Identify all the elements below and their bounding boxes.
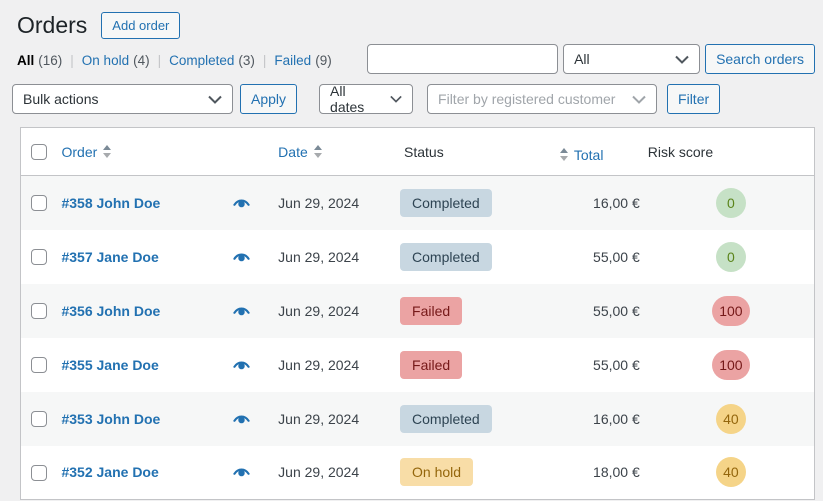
preview-eye-icon[interactable]: [233, 305, 250, 317]
status-filter-completed-count: (3): [238, 53, 255, 68]
order-link[interactable]: #353 John Doe: [61, 410, 161, 427]
order-link[interactable]: #357 Jane Doe: [61, 248, 159, 265]
order-total: 16,00 €: [593, 194, 640, 211]
search-area: All Search orders: [367, 44, 815, 74]
row-checkbox[interactable]: [31, 411, 47, 428]
status-filter-completed[interactable]: Completed (3): [150, 53, 255, 68]
sort-by-order[interactable]: Order: [61, 143, 112, 160]
sort-arrows-icon: [313, 145, 322, 158]
order-date: Jun 29, 2024: [278, 410, 360, 427]
table-row: #355 Jane Doe Jun 29, 2024 Failed 55,00 …: [21, 338, 815, 392]
chevron-down-icon: [390, 95, 402, 103]
orders-table-container: Order Date Status: [20, 127, 815, 500]
status-filter-on-hold-count: (4): [133, 53, 150, 68]
order-date: Jun 29, 2024: [278, 194, 360, 211]
table-row: #358 John Doe Jun 29, 2024 Completed 16,…: [20, 175, 815, 230]
row-checkbox[interactable]: [31, 303, 47, 320]
preview-eye-icon[interactable]: [233, 466, 250, 478]
order-total: 55,00 €: [593, 248, 640, 265]
search-orders-button[interactable]: Search orders: [705, 44, 815, 74]
order-link[interactable]: #355 Jane Doe: [61, 356, 159, 373]
page-header: Orders Add order: [12, 10, 815, 40]
search-input[interactable]: [367, 44, 559, 74]
order-link[interactable]: #358 John Doe: [61, 194, 161, 211]
preview-eye-icon[interactable]: [233, 359, 250, 371]
sort-by-total[interactable]: Total: [559, 146, 604, 163]
customer-filter-placeholder: Filter by registered customer: [438, 91, 616, 107]
order-total: 16,00 €: [593, 410, 640, 427]
bulk-actions-value: Bulk actions: [23, 91, 99, 107]
apply-button[interactable]: Apply: [240, 84, 298, 114]
risk-score-badge: 100: [712, 349, 750, 380]
preview-eye-icon[interactable]: [233, 251, 250, 263]
status-filter-all-count: (16): [38, 53, 63, 68]
risk-score-badge: 100: [712, 295, 750, 326]
chevron-down-icon: [632, 95, 646, 104]
risk-score-badge: 0: [715, 187, 746, 218]
table-row: #352 Jane Doe Jun 29, 2024 On hold 18,00…: [21, 446, 815, 500]
status-filter-failed-link[interactable]: Failed: [274, 53, 312, 68]
row-checkbox[interactable]: [31, 357, 47, 374]
dates-filter-select[interactable]: All dates: [319, 83, 414, 115]
status-badge: Completed: [400, 242, 492, 271]
search-scope-select[interactable]: All: [563, 44, 701, 74]
order-date: Jun 29, 2024: [278, 464, 360, 481]
order-link[interactable]: #356 John Doe: [61, 302, 161, 319]
status-badge: Completed: [400, 188, 492, 217]
risk-score-badge: 0: [715, 241, 746, 272]
risk-score-badge: 40: [715, 403, 746, 434]
search-scope-value: All: [574, 51, 590, 67]
order-total: 55,00 €: [593, 356, 640, 373]
preview-eye-icon[interactable]: [233, 197, 250, 209]
order-date: Jun 29, 2024: [278, 248, 360, 265]
status-filter-links: All (16) On hold (4) Completed (3) Faile…: [12, 53, 332, 68]
sort-by-date[interactable]: Date: [278, 144, 322, 160]
risk-score-column-header: Risk score: [647, 143, 714, 160]
date-column-header: Date: [278, 143, 308, 160]
status-filter-failed-count: (9): [315, 53, 332, 68]
status-badge: Completed: [400, 404, 492, 433]
status-filter-all[interactable]: All (16): [17, 53, 62, 68]
order-total: 55,00 €: [593, 302, 640, 319]
status-badge: Failed: [400, 296, 463, 325]
table-header-row: Order Date Status: [20, 127, 815, 176]
status-filter-on-hold-link[interactable]: On hold: [81, 53, 130, 68]
bulk-actions-toolbar: Bulk actions Apply All dates Filter by r…: [12, 83, 815, 115]
order-total: 18,00 €: [593, 464, 640, 481]
status-filter-all-link[interactable]: All: [17, 53, 35, 68]
chevron-down-icon: [208, 95, 222, 104]
risk-score-badge: 40: [715, 457, 746, 488]
filters-and-search-row: All (16) On hold (4) Completed (3) Faile…: [12, 44, 815, 74]
table-row: #356 John Doe Jun 29, 2024 Failed 55,00 …: [20, 283, 815, 338]
table-row: #357 Jane Doe Jun 29, 2024 Completed 55,…: [21, 230, 815, 284]
order-link[interactable]: #352 Jane Doe: [61, 464, 159, 481]
order-column-header: Order: [61, 143, 98, 160]
status-filter-failed[interactable]: Failed (9): [255, 53, 332, 68]
dates-filter-value: All dates: [330, 83, 365, 115]
customer-filter-select[interactable]: Filter by registered customer: [427, 84, 658, 114]
select-all-checkbox[interactable]: [31, 144, 47, 161]
status-badge: On hold: [400, 458, 474, 487]
order-date: Jun 29, 2024: [278, 302, 360, 319]
add-order-button[interactable]: Add order: [101, 11, 181, 39]
filter-button[interactable]: Filter: [667, 84, 721, 114]
table-row: #353 John Doe Jun 29, 2024 Completed 16,…: [20, 391, 815, 446]
row-checkbox[interactable]: [31, 464, 47, 481]
row-checkbox[interactable]: [31, 249, 47, 266]
order-date: Jun 29, 2024: [278, 356, 360, 373]
status-badge: Failed: [400, 350, 463, 379]
page-title: Orders: [17, 12, 88, 38]
row-checkbox[interactable]: [31, 195, 47, 212]
status-column-header: Status: [404, 143, 444, 160]
preview-eye-icon[interactable]: [233, 413, 250, 425]
sort-arrows-icon: [103, 145, 112, 158]
status-filter-on-hold[interactable]: On hold (4): [62, 53, 150, 68]
chevron-down-icon: [675, 55, 689, 64]
orders-table: Order Date Status: [20, 127, 815, 500]
status-filter-completed-link[interactable]: Completed: [169, 53, 235, 68]
bulk-actions-select[interactable]: Bulk actions: [12, 84, 233, 114]
sort-arrows-icon: [559, 148, 568, 162]
total-column-header: Total: [573, 146, 604, 163]
